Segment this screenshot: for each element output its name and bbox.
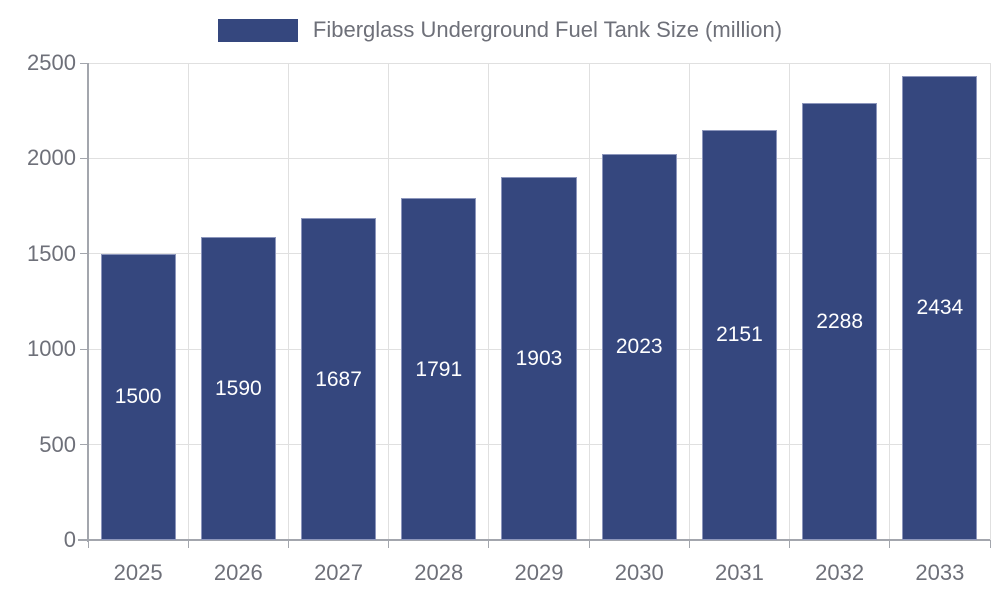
gridline-vertical [889, 63, 891, 540]
x-axis-tick [87, 540, 89, 548]
legend-swatch-icon [217, 18, 298, 42]
x-axis-tick-label: 2031 [714, 560, 764, 585]
bar-value-label: 2434 [916, 296, 964, 320]
y-axis-tick [80, 444, 88, 446]
bar-2030: 2023 [601, 154, 677, 540]
y-axis-tick [80, 253, 88, 255]
gridline-vertical [588, 63, 590, 540]
x-axis-tick-label: 2032 [815, 560, 865, 585]
bar-2025: 1500 [100, 253, 176, 540]
x-axis-tick [989, 540, 991, 548]
bar-value-label: 2151 [716, 323, 763, 347]
gridline-vertical [287, 63, 289, 540]
bar-value-label: 1791 [415, 357, 463, 381]
bar-value-label: 1687 [315, 367, 362, 391]
bar-value-label: 1590 [214, 376, 262, 400]
x-axis-tick [588, 540, 590, 548]
x-axis-tick [388, 540, 390, 548]
x-axis-tick-label: 2030 [614, 560, 664, 585]
bar-2026: 1590 [200, 236, 276, 540]
x-axis-tick-label: 2033 [915, 560, 965, 585]
bar-value-label: 2023 [615, 335, 663, 359]
bar-2032: 2288 [802, 103, 878, 540]
gridline-horizontal [88, 62, 990, 64]
x-axis-tick-label: 2025 [113, 560, 163, 585]
bar-value-label: 2288 [816, 310, 864, 334]
x-axis-tick [287, 540, 289, 548]
gridline-vertical [388, 63, 390, 540]
x-axis-tick-label: 2026 [213, 560, 263, 585]
gridline-horizontal [88, 157, 990, 159]
gridline-vertical [488, 63, 490, 540]
legend-label: Fiberglass Underground Fuel Tank Size (m… [312, 17, 783, 42]
y-axis-tick-label: 1000 [27, 336, 76, 362]
gridline-vertical [688, 63, 690, 540]
x-axis-tick [187, 540, 189, 548]
x-axis-tick-label: 2029 [514, 560, 564, 585]
y-axis-tick-label: 2500 [27, 50, 76, 75]
bar-value-label: 1500 [114, 385, 162, 409]
chart-legend: Fiberglass Underground Fuel Tank Size (m… [0, 17, 1000, 43]
y-axis-tick-label: 2000 [27, 145, 76, 171]
y-axis-line [87, 63, 89, 542]
y-axis-tick [80, 157, 88, 159]
y-axis-tick-label: 500 [39, 431, 76, 457]
bar-2029: 1903 [501, 176, 577, 540]
x-axis-tick-label: 2027 [314, 560, 364, 585]
bar-value-label: 1903 [515, 346, 563, 370]
gridline-vertical [789, 63, 791, 540]
x-axis-tick [688, 540, 690, 548]
x-axis-line [78, 539, 990, 541]
y-axis-tick [80, 62, 88, 64]
y-axis-tick-label: 1500 [27, 240, 76, 266]
y-axis-tick [80, 348, 88, 350]
y-axis-tick-label: 0 [63, 527, 76, 552]
bar-2027: 1687 [300, 218, 377, 540]
x-axis-tick-label: 2028 [414, 560, 464, 585]
bar-2033: 2434 [902, 75, 978, 540]
bar-2028: 1791 [401, 198, 477, 540]
gridline-vertical [989, 63, 991, 540]
x-axis-tick [488, 540, 490, 548]
x-axis-tick [889, 540, 891, 548]
legend-item[interactable]: Fiberglass Underground Fuel Tank Size (m… [217, 17, 783, 43]
gridline-vertical [187, 63, 189, 540]
bar-2031: 2151 [701, 129, 778, 540]
x-axis-tick [789, 540, 791, 548]
